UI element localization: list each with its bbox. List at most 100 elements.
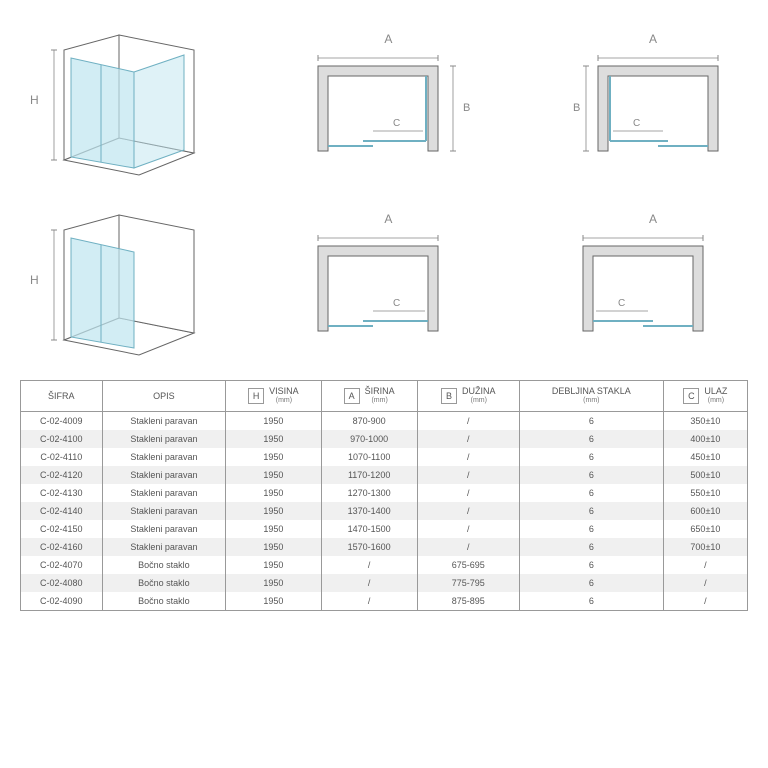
cell-visina: 1950 (226, 430, 321, 448)
cell-duzina: 675-695 (417, 556, 519, 574)
key-a: A (344, 388, 360, 404)
cell-sirina: / (321, 574, 417, 592)
cell-opis: Bočno staklo (102, 556, 226, 574)
table-header-row: ŠIFRA OPIS H VISINA (mm) A ŠIRINA (mm) (21, 381, 748, 412)
table-row: C-02-4070Bočno staklo1950/675-6956/ (21, 556, 748, 574)
cell-sifra: C-02-4080 (21, 574, 103, 592)
plan-view-1a: A C B (303, 32, 473, 168)
dim-label-h2: H (30, 273, 39, 287)
cell-ulaz: 650±10 (663, 520, 747, 538)
cell-opis: Stakleni paravan (102, 502, 226, 520)
plan-svg-1b: C B (568, 46, 738, 166)
dim-label-a1: A (384, 32, 392, 46)
cell-sirina: / (321, 592, 417, 611)
cell-duzina: / (417, 411, 519, 430)
th-visina: H VISINA (mm) (226, 381, 321, 412)
plan-svg-2a: C (303, 226, 473, 346)
cell-debljina: 6 (519, 502, 663, 520)
table-row: C-02-4140Stakleni paravan19501370-1400/6… (21, 502, 748, 520)
cell-opis: Bočno staklo (102, 574, 226, 592)
cell-sirina: 1470-1500 (321, 520, 417, 538)
diagram-row-1: H A (20, 20, 748, 180)
cell-sifra: C-02-4110 (21, 448, 103, 466)
cell-duzina: 875-895 (417, 592, 519, 611)
plan-view-1b: A C B (568, 32, 738, 168)
cell-duzina: / (417, 430, 519, 448)
cell-debljina: 6 (519, 448, 663, 466)
cell-ulaz: 500±10 (663, 466, 747, 484)
key-h: H (248, 388, 264, 404)
key-c: C (683, 388, 699, 404)
cell-ulaz: / (663, 556, 747, 574)
cell-debljina: 6 (519, 484, 663, 502)
cell-sifra: C-02-4160 (21, 538, 103, 556)
cell-visina: 1950 (226, 538, 321, 556)
table-row: C-02-4130Stakleni paravan19501270-1300/6… (21, 484, 748, 502)
cell-sifra: C-02-4140 (21, 502, 103, 520)
dim-label-a2: A (649, 32, 657, 46)
plan-view-2a: A C (303, 212, 473, 348)
dim-label-b2: B (573, 102, 580, 114)
cell-duzina: / (417, 466, 519, 484)
cell-sifra: C-02-4090 (21, 592, 103, 611)
cell-duzina: 775-795 (417, 574, 519, 592)
cell-ulaz: / (663, 592, 747, 611)
th-opis: OPIS (102, 381, 226, 412)
cell-ulaz: / (663, 574, 747, 592)
cell-debljina: 6 (519, 520, 663, 538)
cell-visina: 1950 (226, 592, 321, 611)
dim-label-c3: C (393, 298, 400, 309)
cell-sirina: 1270-1300 (321, 484, 417, 502)
dim-label-b1: B (463, 102, 470, 114)
cell-sifra: C-02-4070 (21, 556, 103, 574)
key-b: B (441, 388, 457, 404)
cell-opis: Stakleni paravan (102, 430, 226, 448)
cell-visina: 1950 (226, 448, 321, 466)
cell-debljina: 6 (519, 556, 663, 574)
table-row: C-02-4150Stakleni paravan19501470-1500/6… (21, 520, 748, 538)
cell-visina: 1950 (226, 484, 321, 502)
iso-view-1: H (30, 20, 209, 180)
cell-opis: Stakleni paravan (102, 466, 226, 484)
cell-sirina: 1570-1600 (321, 538, 417, 556)
cell-sirina: 970-1000 (321, 430, 417, 448)
iso-svg-1 (39, 20, 209, 180)
dim-label-c1: C (393, 118, 400, 129)
cell-sifra: C-02-4130 (21, 484, 103, 502)
cell-sirina: 1170-1200 (321, 466, 417, 484)
iso-svg-2 (39, 200, 209, 360)
cell-ulaz: 700±10 (663, 538, 747, 556)
cell-duzina: / (417, 484, 519, 502)
th-duzina: B DUŽINA (mm) (417, 381, 519, 412)
iso-view-2: H (30, 200, 209, 360)
cell-ulaz: 450±10 (663, 448, 747, 466)
cell-sirina: 1370-1400 (321, 502, 417, 520)
cell-debljina: 6 (519, 574, 663, 592)
dim-label-a4: A (649, 212, 657, 226)
cell-sifra: C-02-4120 (21, 466, 103, 484)
th-sirina: A ŠIRINA (mm) (321, 381, 417, 412)
cell-visina: 1950 (226, 556, 321, 574)
dim-label-c2: C (633, 118, 640, 129)
cell-debljina: 6 (519, 411, 663, 430)
cell-debljina: 6 (519, 538, 663, 556)
table-row: C-02-4090Bočno staklo1950/875-8956/ (21, 592, 748, 611)
cell-sirina: 870-900 (321, 411, 417, 430)
cell-ulaz: 400±10 (663, 430, 747, 448)
diagram-row-2: H A C (20, 200, 748, 360)
cell-sifra: C-02-4100 (21, 430, 103, 448)
cell-sirina: 1070-1100 (321, 448, 417, 466)
dim-label-a3: A (384, 212, 392, 226)
cell-ulaz: 600±10 (663, 502, 747, 520)
cell-ulaz: 350±10 (663, 411, 747, 430)
table-row: C-02-4100Stakleni paravan1950970-1000/64… (21, 430, 748, 448)
plan-svg-1a: C B (303, 46, 473, 166)
dim-label-h: H (30, 93, 39, 107)
cell-sirina: / (321, 556, 417, 574)
cell-debljina: 6 (519, 430, 663, 448)
cell-opis: Stakleni paravan (102, 411, 226, 430)
th-debljina: DEBLJINA STAKLA (mm) (519, 381, 663, 412)
dim-label-c4: C (618, 298, 625, 309)
cell-visina: 1950 (226, 502, 321, 520)
cell-opis: Stakleni paravan (102, 520, 226, 538)
